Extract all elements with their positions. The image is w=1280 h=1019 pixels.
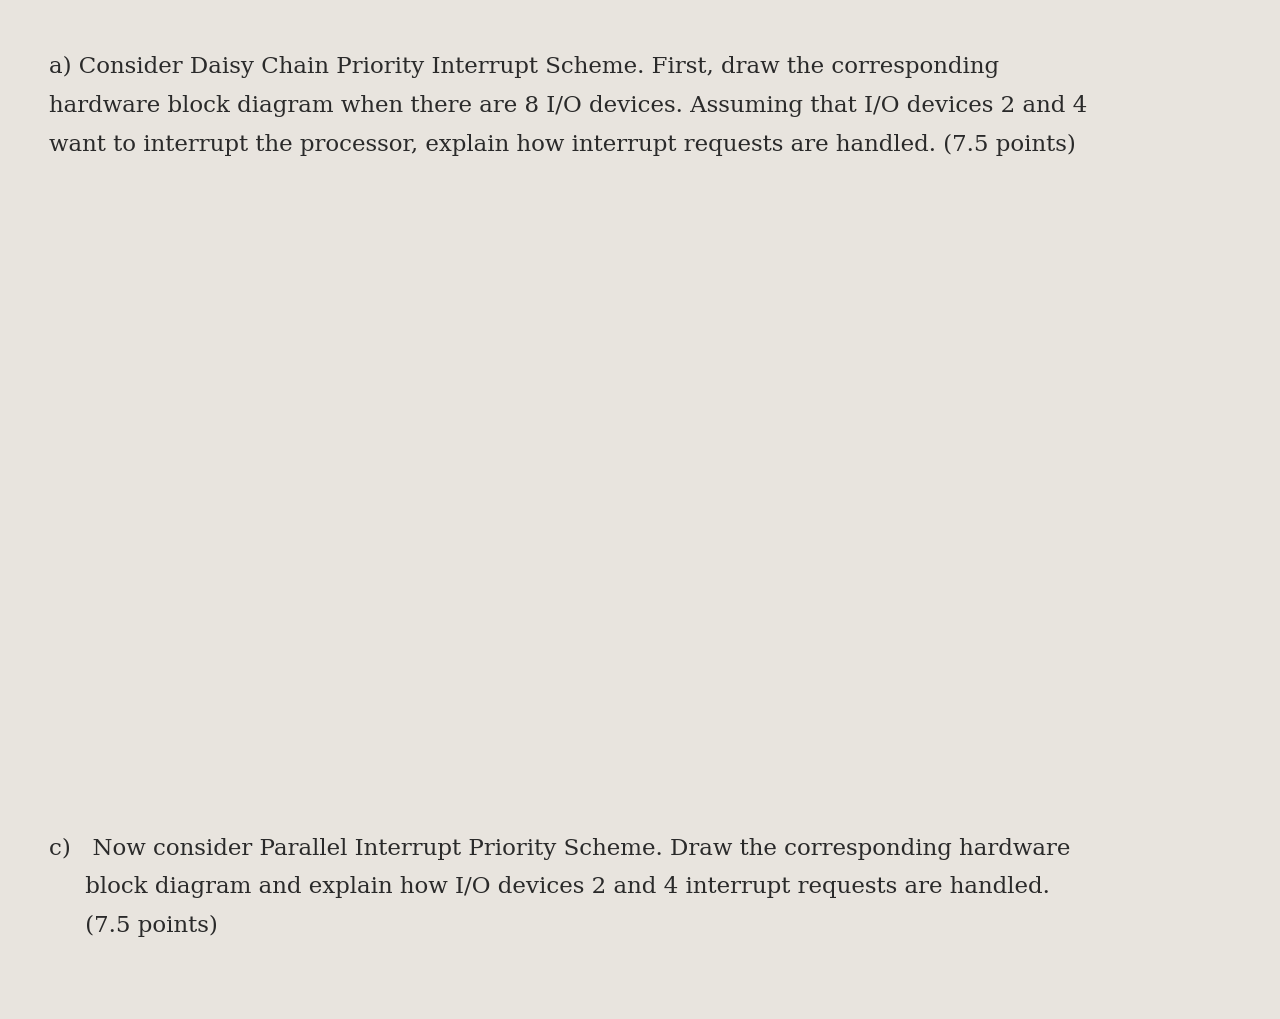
Text: c)   Now consider Parallel Interrupt Priority Scheme. Draw the corresponding har: c) Now consider Parallel Interrupt Prior… [49, 838, 1070, 860]
Text: a) Consider Daisy Chain Priority Interrupt Scheme. First, draw the corresponding: a) Consider Daisy Chain Priority Interru… [49, 56, 998, 78]
Text: block diagram and explain how I/O devices 2 and 4 interrupt requests are handled: block diagram and explain how I/O device… [49, 876, 1050, 899]
Text: (7.5 points): (7.5 points) [49, 915, 218, 937]
Text: want to interrupt the processor, explain how interrupt requests are handled. (7.: want to interrupt the processor, explain… [49, 133, 1075, 156]
Text: hardware block diagram when there are 8 I/O devices. Assuming that I/O devices 2: hardware block diagram when there are 8 … [49, 95, 1087, 117]
